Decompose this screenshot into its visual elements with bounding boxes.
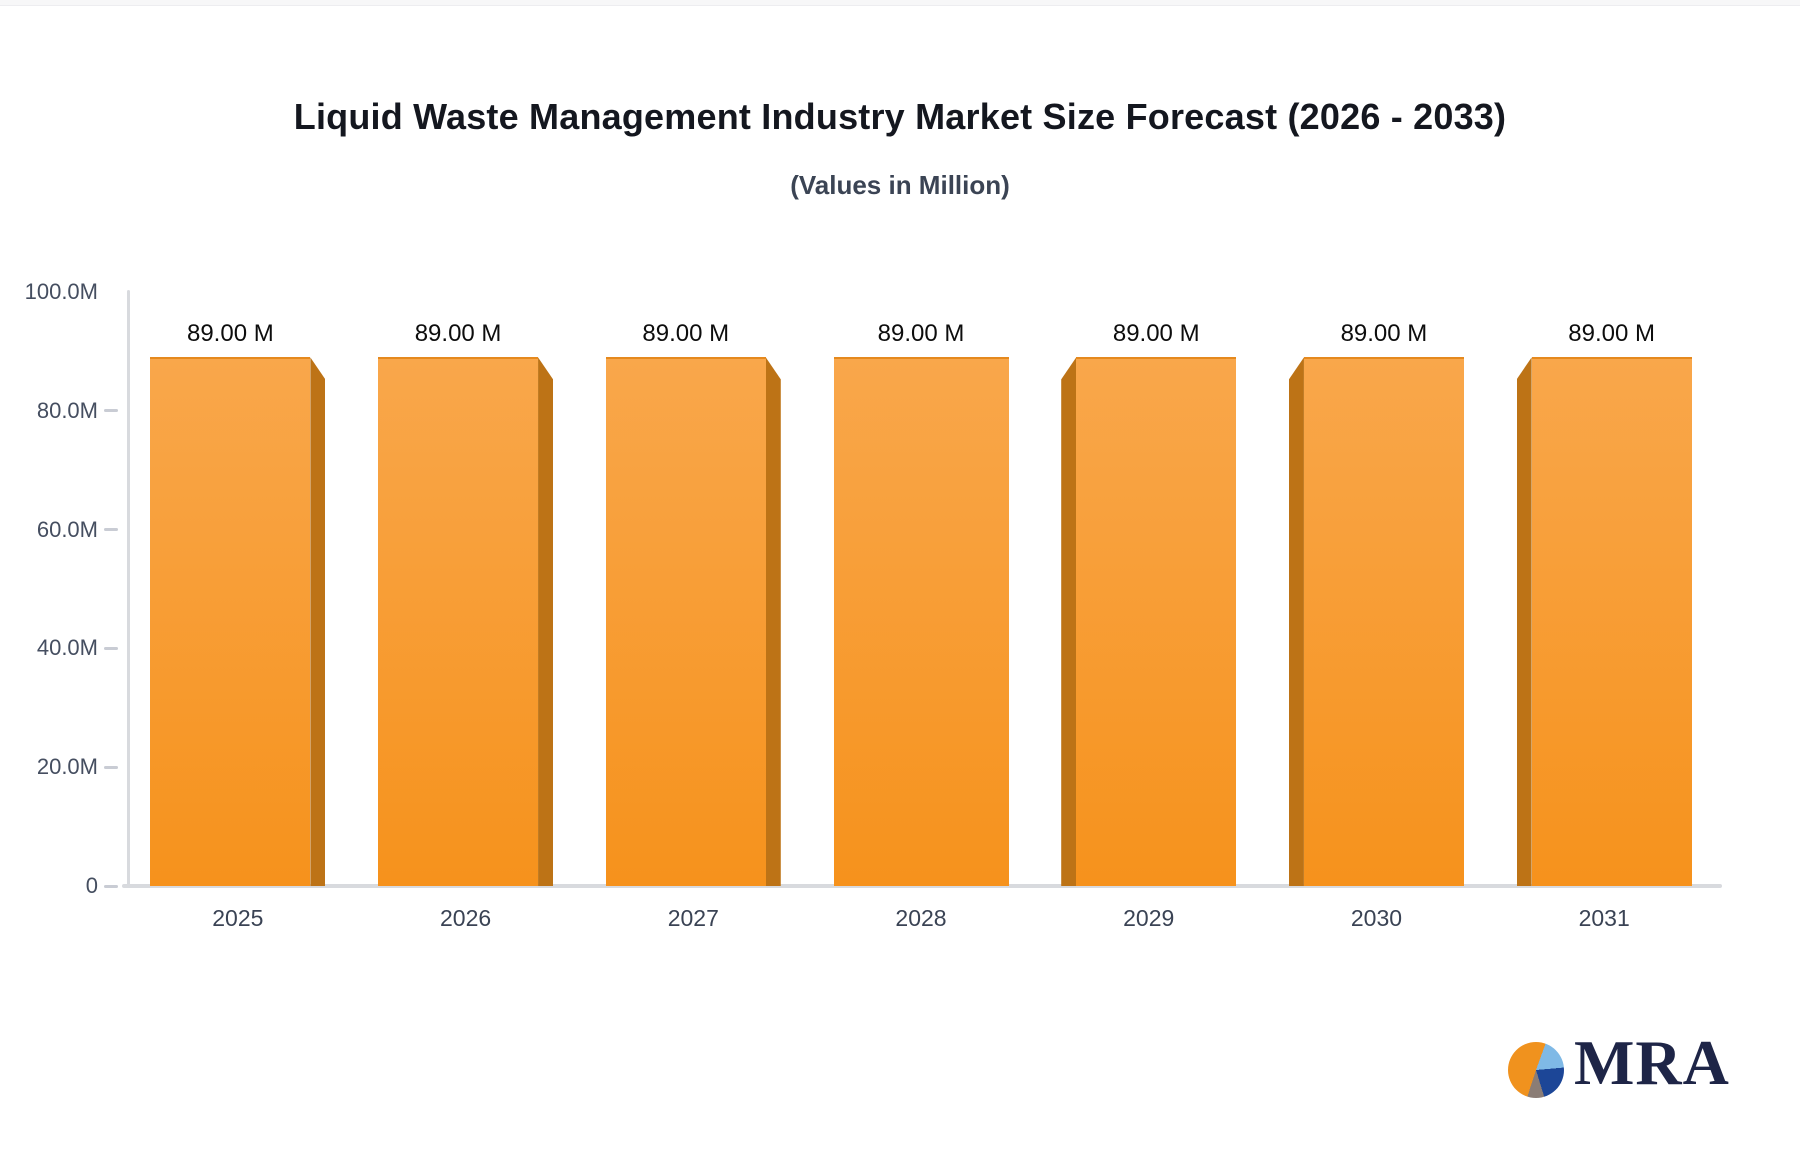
bar-group-2031: 89.00 M [1516, 321, 1692, 886]
pie-chart-icon [1508, 1042, 1564, 1098]
top-strip [0, 0, 1800, 6]
bar-value-label: 89.00 M [414, 320, 502, 348]
bar-group-2026: 89.00 M [378, 321, 554, 886]
x-axis-label: 2028 [895, 905, 947, 931]
x-axis-label: 2031 [1578, 905, 1630, 931]
y-tick-label: 20.0M [36, 754, 98, 780]
bar [378, 357, 539, 886]
x-axis-label: 2027 [667, 905, 719, 931]
x-axis-labels: 2025 2026 2027 2028 2029 2030 2031 [124, 899, 1718, 937]
x-axis-label: 2026 [439, 905, 492, 931]
y-tick-label: 0 [85, 873, 98, 898]
bar-side-face [1061, 357, 1077, 886]
chart-title: Liquid Waste Management Industry Market … [293, 96, 1507, 137]
bar [1076, 357, 1237, 886]
y-tick-label: 40.0M [36, 635, 98, 661]
bar-side-face [538, 357, 554, 886]
bar [1531, 357, 1692, 886]
bar-value-label: 89.00 M [1340, 320, 1428, 348]
bar-value-label: 89.00 M [1112, 320, 1200, 348]
bar-group-2029: 89.00 M [1061, 321, 1237, 886]
y-tick-label: 80.0M [36, 397, 98, 423]
y-tick-label: 100.0M [24, 279, 98, 304]
x-axis-label: 2029 [1123, 905, 1175, 931]
bar-value-label: 89.00 M [1568, 320, 1655, 348]
bar [150, 357, 311, 886]
bar-value-label: 89.00 M [877, 320, 965, 348]
y-tick-label: 60.0M [36, 516, 98, 542]
bar-group-2027: 89.00 M [605, 321, 781, 886]
y-tick-mark [104, 528, 118, 532]
x-axis-label: 2025 [212, 905, 264, 931]
chart-subtitle: (Values in Million) [790, 170, 1010, 200]
y-tick-mark [104, 884, 118, 888]
y-tick-mark [104, 646, 118, 650]
bar-group-2030: 89.00 M [1288, 321, 1464, 886]
bar [833, 357, 1009, 886]
y-axis-line [127, 290, 130, 888]
bar-group-2025: 89.00 M [150, 321, 326, 886]
bar [1303, 357, 1464, 886]
bar-side-face [765, 357, 781, 886]
logo-text: MRA [1574, 1027, 1730, 1098]
x-axis-line [122, 884, 1722, 888]
bar-side-face [1516, 357, 1532, 886]
bar [605, 357, 766, 886]
y-tick-mark [104, 409, 118, 413]
bar-value-label: 89.00 M [642, 320, 730, 348]
bar-side-face [1288, 357, 1304, 886]
bar-group-2028: 89.00 M [833, 321, 1009, 886]
x-axis-label: 2030 [1350, 905, 1403, 931]
bar-value-label: 89.00 M [186, 320, 274, 348]
y-tick-mark [104, 765, 118, 769]
bar-side-face [310, 357, 326, 886]
